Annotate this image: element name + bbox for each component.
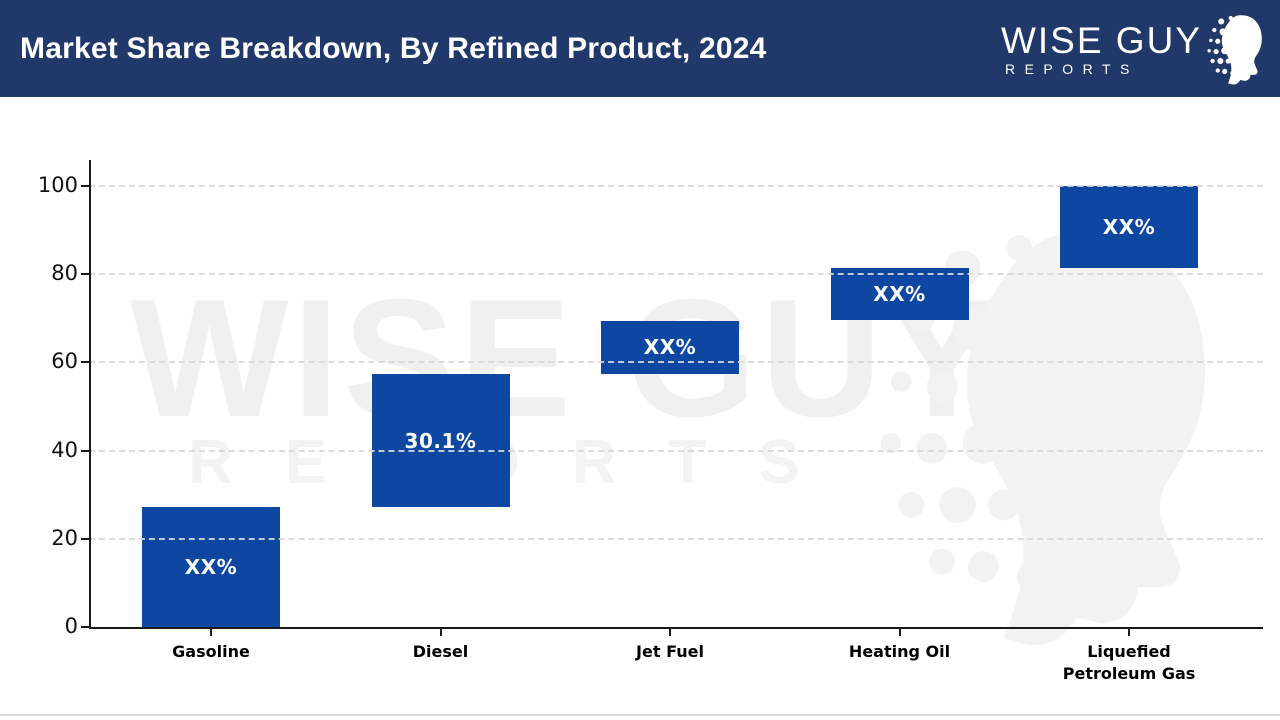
wiseguy-logo: WISE GUY REPORTS: [1001, 12, 1266, 86]
bar-gasoline: XX%: [142, 507, 280, 627]
watermark-reports-text: REPORTS: [188, 428, 852, 497]
x-category-label: Jet Fuel: [555, 641, 785, 663]
gridline-40: [89, 449, 1263, 452]
gridline-80: [89, 273, 1263, 276]
x-category-label-line: Jet Fuel: [636, 642, 704, 661]
header-bar: Market Share Breakdown, By Refined Produ…: [0, 0, 1280, 97]
x-tick-mark: [1128, 629, 1130, 636]
wiseguy-head-icon: [1207, 14, 1262, 85]
bar-value-label: XX%: [1102, 215, 1156, 240]
x-category-label-line: Diesel: [412, 642, 469, 661]
y-axis-line: [89, 159, 91, 629]
y-tick-label: 20: [51, 525, 78, 550]
x-category-label: Liquefied Petroleum Gas: [1014, 641, 1244, 684]
x-tick-mark: [210, 629, 212, 636]
y-tick-label: 60: [51, 349, 78, 374]
y-tick-mark: [81, 537, 89, 540]
bar-jet-fuel: XX%: [601, 320, 739, 374]
logo-reports-text: REPORTS: [1004, 60, 1139, 77]
bar-value-label: XX%: [184, 555, 238, 580]
gridline-20: [89, 537, 1263, 540]
x-category-label-line: Petroleum Gas: [1062, 663, 1196, 683]
x-category-label-line: Liquefied: [1087, 642, 1171, 661]
y-tick-label: 0: [64, 614, 78, 638]
bar-value-label: XX%: [873, 282, 926, 307]
bottom-divider: [0, 714, 1280, 716]
x-category-label: Gasoline: [96, 641, 326, 663]
x-tick-mark: [898, 629, 901, 636]
y-tick-label: 100: [37, 173, 78, 197]
watermark-head-icon: [880, 231, 1206, 646]
gridline-60: [89, 361, 1263, 364]
bar-diesel: 30.1%: [371, 374, 510, 508]
logo-wiseguy-text: WISE GUY: [1000, 19, 1202, 61]
waterfall-chart: WISE GUY REPORTS XX% 30.1% XX% XX% XX% 0 20 40 6…: [0, 97, 1280, 717]
x-category-label-line: Gasoline: [172, 642, 250, 661]
x-category-label: Heating Oil: [785, 641, 1015, 663]
bar-heating-oil: XX%: [830, 268, 969, 321]
y-tick-mark: [81, 273, 89, 276]
bar-value-label: XX%: [643, 335, 697, 360]
bar-value-label: 30.1%: [404, 428, 477, 453]
x-tick-mark: [439, 629, 442, 636]
y-tick-label: 40: [51, 437, 78, 462]
x-tick-mark: [669, 629, 671, 636]
x-axis-line: [89, 627, 1263, 629]
gridline-100: [89, 185, 1263, 187]
logo-text: WISE GUY REPORTS: [1001, 22, 1202, 76]
bar-liquefied-petroleum-gas: XX%: [1060, 186, 1198, 269]
y-tick-label: 80: [51, 261, 78, 286]
y-tick-mark: [81, 449, 89, 452]
y-tick-mark: [81, 185, 89, 187]
x-category-label-line: Heating Oil: [848, 642, 951, 661]
x-category-label: Diesel: [326, 641, 556, 663]
page-title: Market Share Breakdown, By Refined Produ…: [20, 31, 767, 65]
y-tick-mark: [81, 626, 89, 628]
y-tick-mark: [81, 361, 89, 364]
